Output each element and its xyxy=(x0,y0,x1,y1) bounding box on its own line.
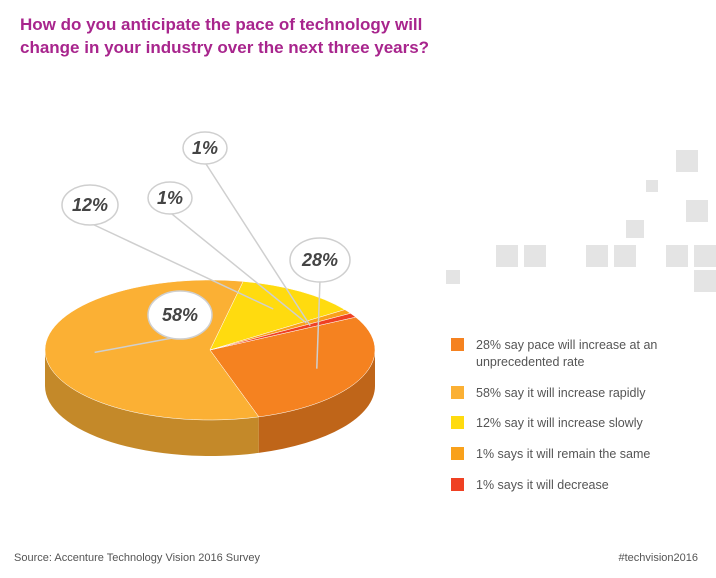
callout-label: 1% xyxy=(157,188,183,208)
callout-label: 12% xyxy=(72,195,108,215)
legend-label: 1% says it will remain the same xyxy=(476,446,650,463)
source-text: Source: Accenture Technology Vision 2016… xyxy=(14,552,260,564)
legend-swatch xyxy=(451,386,464,399)
callout-label: 1% xyxy=(192,138,218,158)
legend-swatch xyxy=(451,447,464,460)
legend-item: 12% say it will increase slowly xyxy=(451,415,686,432)
chart-title: How do you anticipate the pace of techno… xyxy=(20,14,460,60)
hashtag-text: #techvision2016 xyxy=(618,552,698,564)
legend-swatch xyxy=(451,416,464,429)
legend-label: 58% say it will increase rapidly xyxy=(476,385,646,402)
legend-item: 58% say it will increase rapidly xyxy=(451,385,686,402)
legend-swatch xyxy=(451,338,464,351)
legend-label: 1% says it will decrease xyxy=(476,477,609,494)
pie-chart: 28% 58% 12% 1% 1% xyxy=(30,130,390,460)
callout-label: 28% xyxy=(301,250,338,270)
legend-swatch xyxy=(451,478,464,491)
legend-label: 12% say it will increase slowly xyxy=(476,415,643,432)
legend-item: 28% say pace will increase at an unprece… xyxy=(451,337,686,371)
legend-item: 1% says it will remain the same xyxy=(451,446,686,463)
callout-label: 58% xyxy=(162,305,198,325)
legend: 28% say pace will increase at an unprece… xyxy=(451,337,686,508)
legend-label: 28% say pace will increase at an unprece… xyxy=(476,337,686,371)
legend-item: 1% says it will decrease xyxy=(451,477,686,494)
decorative-squares xyxy=(436,150,716,350)
